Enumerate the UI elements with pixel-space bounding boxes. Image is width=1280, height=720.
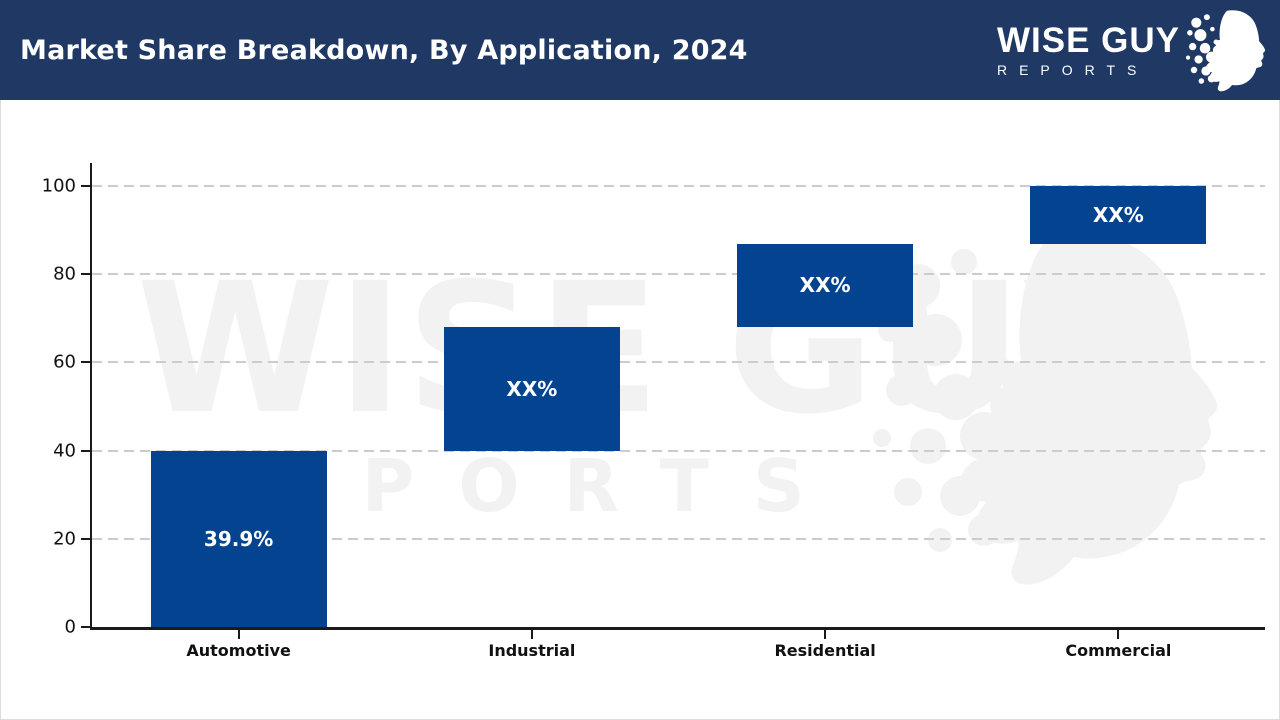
- plot-area: 0 20 40 60 80 100 39.9% Automotive XX% Industrial…: [42, 163, 1265, 660]
- header: Market Share Breakdown, By Application, …: [0, 0, 1280, 100]
- y-axis-tick-label: 40: [53, 440, 76, 462]
- bar-automotive: 39.9%: [150, 451, 327, 627]
- bar-value-label: XX%: [506, 376, 558, 401]
- y-axis-tick-label: 100: [41, 175, 76, 197]
- gridline-80: [92, 273, 1265, 276]
- x-axis-tick-mark: [237, 630, 240, 639]
- logo-text: WISE GUY REPORTS: [997, 23, 1180, 78]
- x-axis-tick-mark: [1117, 630, 1120, 639]
- y-axis-tick-label: 80: [53, 263, 76, 285]
- bar-value-label: 39.9%: [203, 526, 274, 551]
- gridline-60: [92, 361, 1265, 364]
- y-axis-tick-mark: [81, 184, 90, 187]
- page-title: Market Share Breakdown, By Application, …: [20, 34, 748, 66]
- x-axis-label-industrial: Industrial: [488, 641, 576, 660]
- gridline-100: [92, 184, 1265, 187]
- watermark-wordmark: WISE GUY: [136, 245, 1158, 454]
- y-axis-tick-label: 60: [53, 351, 76, 373]
- chart-canvas: WISE GUY REPORTS 0 20 40 60 80 100 39.9% Automo…: [0, 100, 1280, 720]
- y-axis-tick-label: 20: [53, 528, 76, 550]
- x-axis-tick-mark: [530, 630, 533, 639]
- x-axis-label-commercial: Commercial: [1065, 641, 1172, 660]
- y-axis-tick-mark: [81, 449, 90, 452]
- bar-value-label: XX%: [1092, 202, 1144, 227]
- logo-subtitle: REPORTS: [996, 61, 1149, 78]
- bar-residential: XX%: [737, 243, 914, 327]
- x-axis-tick-mark: [824, 630, 827, 639]
- gridline-20: [92, 537, 1265, 540]
- brand-logo: WISE GUY REPORTS: [997, 8, 1274, 93]
- bar-commercial: XX%: [1030, 185, 1207, 244]
- y-axis-tick-label: 0: [64, 616, 76, 638]
- y-axis-tick-mark: [81, 361, 90, 364]
- logo-wordmark: WISE GUY: [996, 20, 1180, 60]
- y-axis-tick-mark: [81, 537, 90, 540]
- bar-industrial: XX%: [443, 326, 620, 451]
- gridline-40: [92, 449, 1265, 452]
- y-axis-tick-mark: [81, 626, 90, 628]
- x-axis-label-residential: Residential: [774, 641, 876, 660]
- y-axis-tick-mark: [81, 273, 90, 276]
- logo-face-icon: [1182, 8, 1274, 93]
- x-axis-label-automotive: Automotive: [186, 641, 291, 660]
- bar-value-label: XX%: [799, 273, 851, 298]
